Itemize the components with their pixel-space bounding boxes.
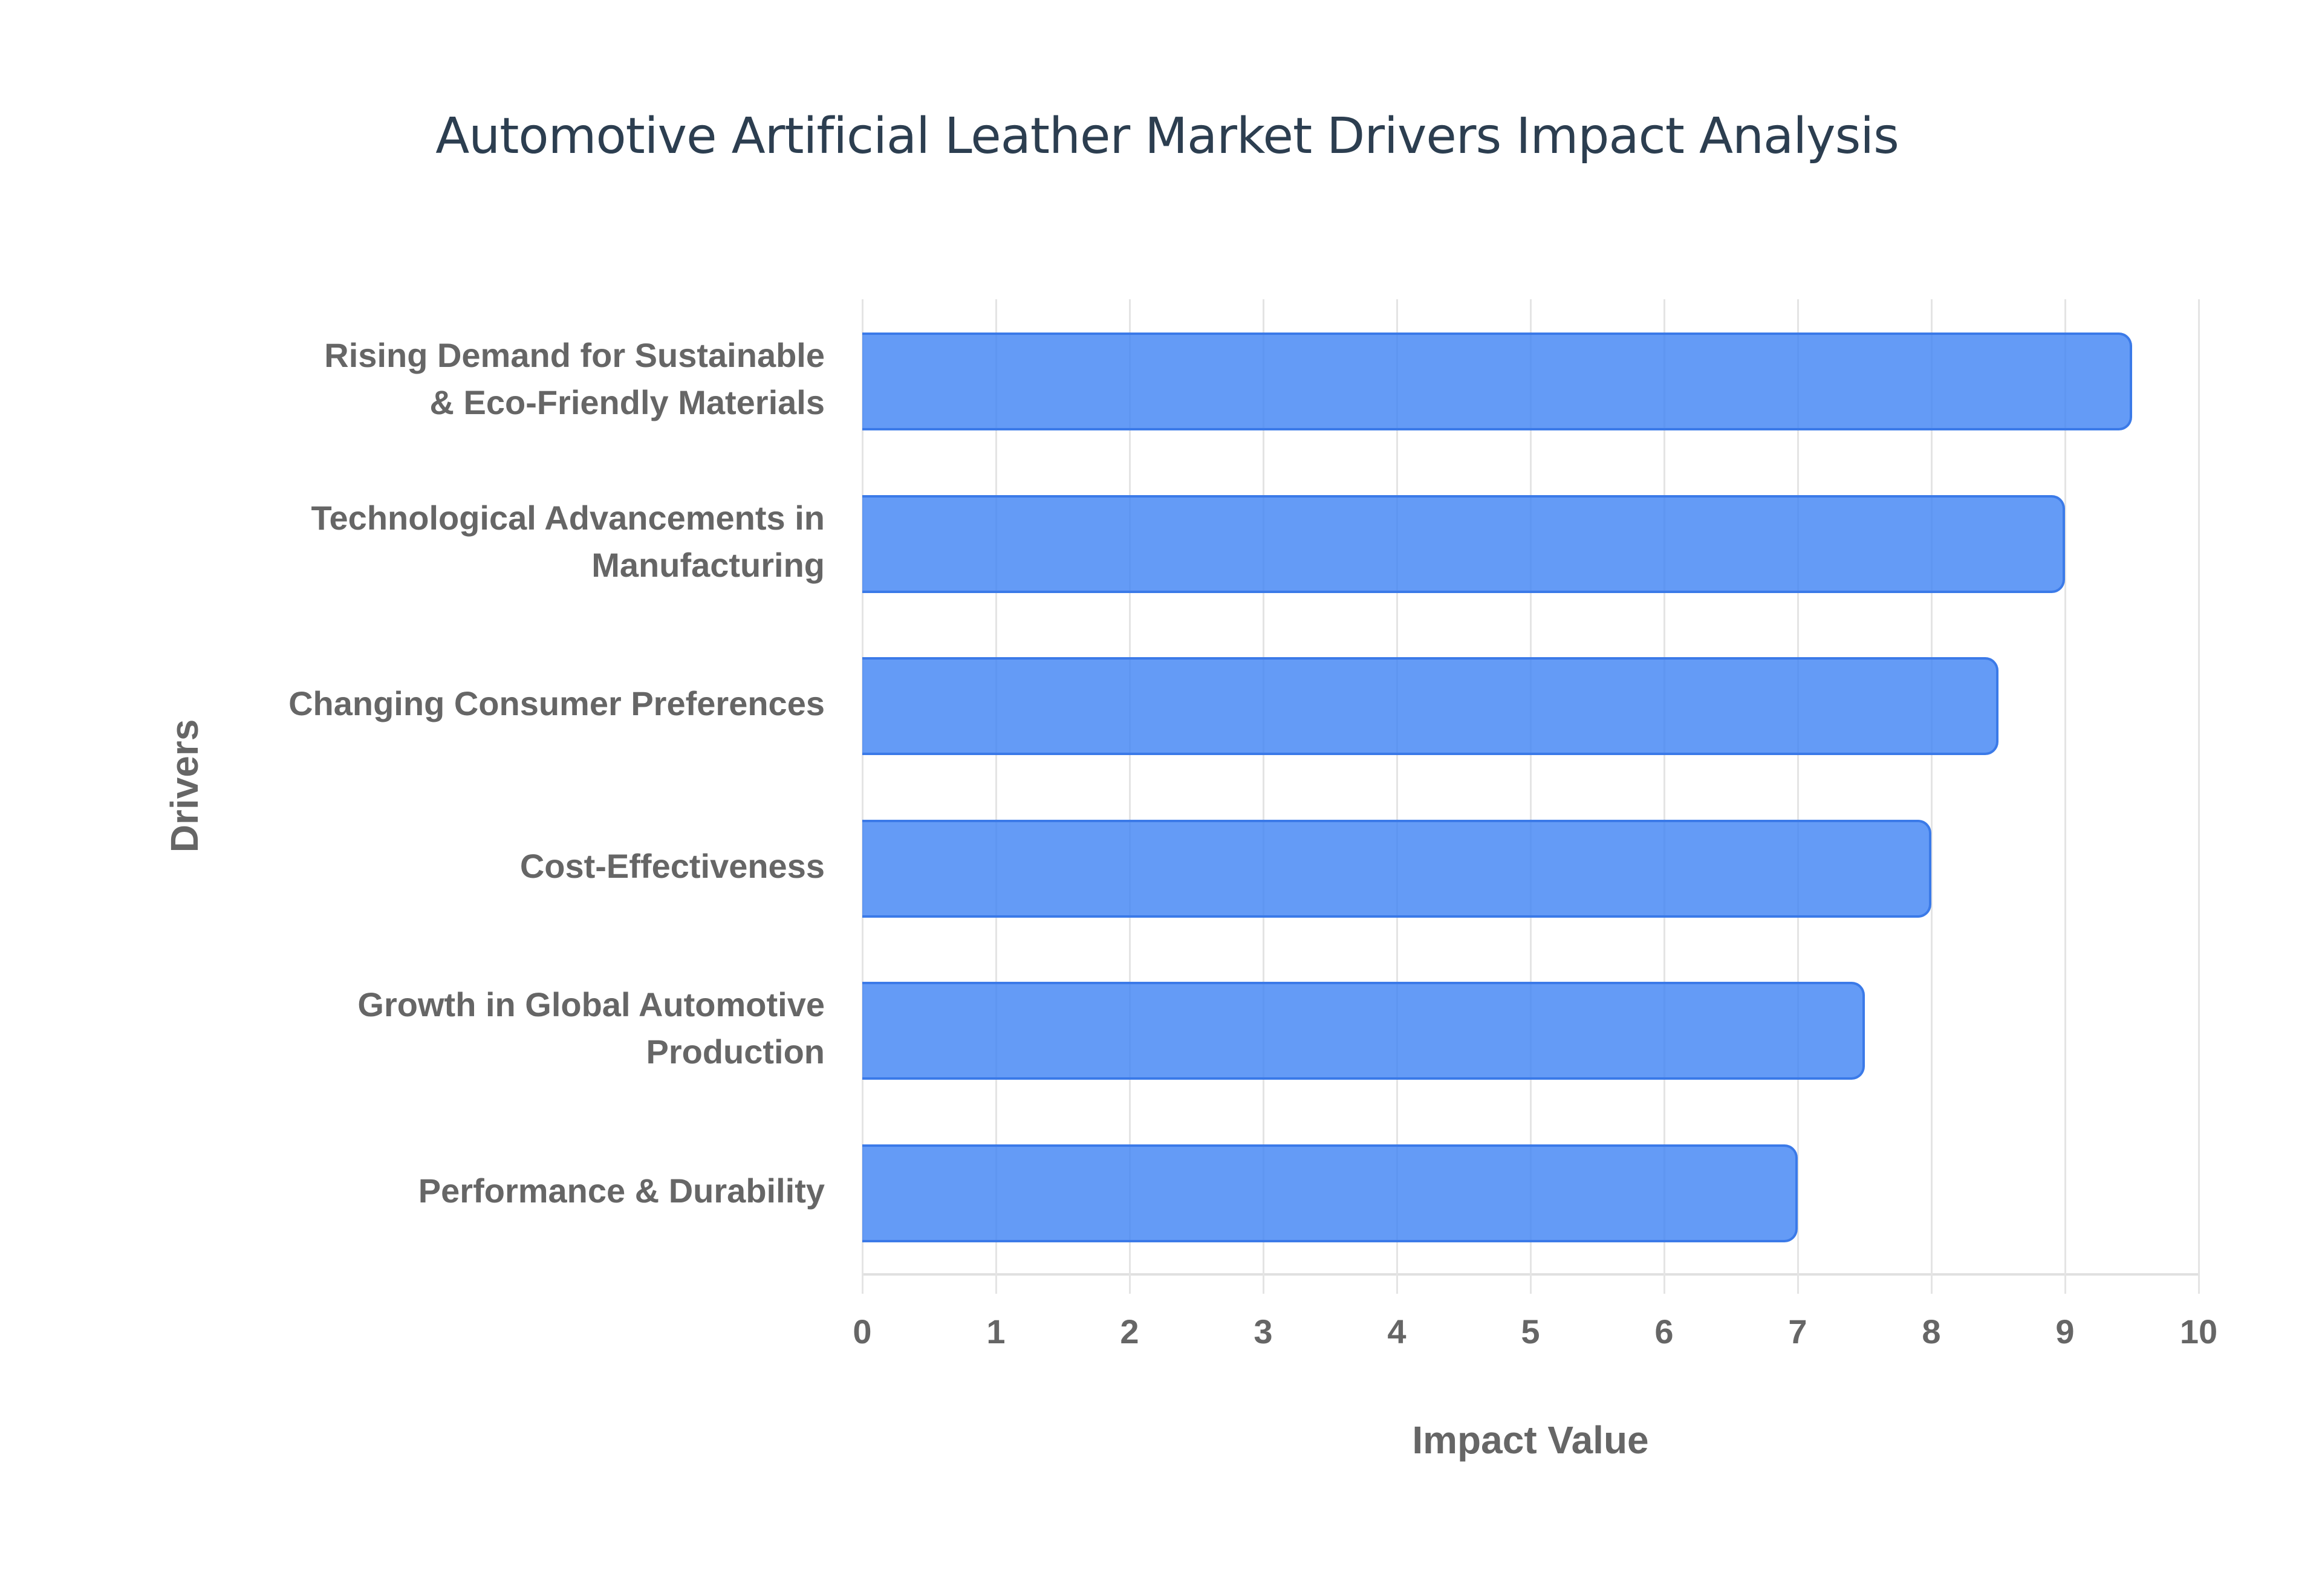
bar[interactable]: [862, 657, 1998, 755]
bar[interactable]: [862, 1144, 1798, 1242]
x-tick-label: 5: [1521, 1312, 1540, 1351]
gridline: [1530, 299, 1532, 1294]
gridline: [1931, 299, 1933, 1294]
y-tick-label-line: & Eco-Friendly Materials: [429, 383, 825, 421]
gridline: [2064, 299, 2066, 1294]
x-axis-title: Impact Value: [1412, 1418, 1649, 1462]
x-tick-label: 9: [2055, 1312, 2075, 1351]
bar[interactable]: [862, 332, 2132, 430]
y-tick-label-line: Growth in Global Automotive: [357, 985, 825, 1023]
y-tick-label-line: Rising Demand for Sustainable: [324, 336, 825, 374]
y-tick-label-line: Production: [646, 1033, 825, 1071]
x-tick-label: 7: [1788, 1312, 1807, 1351]
y-tick-label-line: Cost-Effectiveness: [519, 846, 825, 885]
y-tick-label: Changing Consumer Preferences: [160, 680, 825, 727]
x-tick-label: 8: [1922, 1312, 1941, 1351]
gridline: [1663, 299, 1665, 1294]
x-tick-label: 4: [1387, 1312, 1407, 1351]
y-axis-title: Drivers: [163, 719, 206, 853]
plot-area: [862, 299, 2200, 1294]
gridline: [1797, 299, 1799, 1294]
gridline: [1129, 299, 1131, 1294]
x-tick-label: 10: [2179, 1312, 2218, 1351]
x-tick-label: 2: [1120, 1312, 1139, 1351]
y-tick-label: Cost-Effectiveness: [160, 843, 825, 890]
x-tick-label: 3: [1254, 1312, 1273, 1351]
x-tick-label: 1: [986, 1312, 1006, 1351]
y-tick-label: Growth in Global Automotive Production: [160, 981, 825, 1075]
y-tick-label-line: Technological Advancements in: [311, 498, 825, 537]
chart-title: Automotive Artificial Leather Market Dri…: [435, 108, 1899, 165]
x-tick-label: 6: [1654, 1312, 1674, 1351]
y-tick-label-line: Changing Consumer Preferences: [288, 684, 825, 722]
bar[interactable]: [862, 495, 2065, 593]
y-tick-label-line: Manufacturing: [591, 545, 825, 584]
y-tick-label-line: Performance & Durability: [418, 1171, 825, 1210]
gridline: [1263, 299, 1264, 1294]
gridline: [1396, 299, 1398, 1294]
y-tick-label: Performance & Durability: [160, 1167, 825, 1215]
x-tick-label: 0: [853, 1312, 872, 1351]
y-tick-label: Rising Demand for Sustainable & Eco-Frien…: [160, 332, 825, 426]
gridline: [995, 299, 997, 1294]
gridline: [2198, 299, 2200, 1294]
bar[interactable]: [862, 819, 1931, 918]
bar[interactable]: [862, 982, 1865, 1080]
gridline: [862, 299, 863, 1294]
y-tick-label: Technological Advancements in Manufacturi…: [160, 495, 825, 589]
